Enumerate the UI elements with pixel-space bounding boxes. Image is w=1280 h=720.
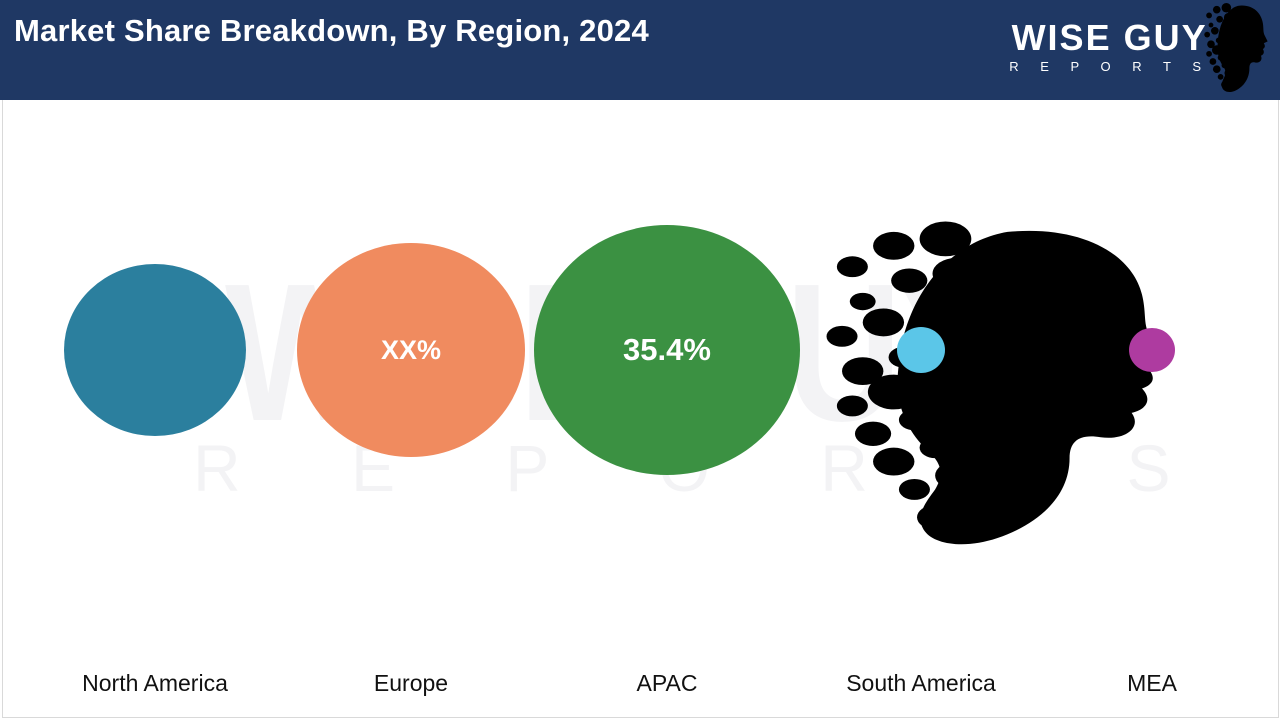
category-label-north-america: North America [82,670,228,696]
category-label-mea: MEA [1127,670,1177,696]
category-label-europe: Europe [373,670,449,696]
bubble-apac: 35.4% [534,225,800,475]
category-label-apac: APAC [636,670,698,696]
logo-wordmark-main: WISE GUY [1011,17,1208,58]
logo-wordmark-sub: R E P O R T S [1009,59,1210,74]
chart-area: WISE GUY R E P O R T S XX%35.4% North Am… [2,100,1279,718]
wiseguy-head-icon [1196,2,1274,98]
bubble-value-label: 35.4% [623,332,711,367]
bubble-north-america [64,264,246,436]
brand-logo: WISE GUY R E P O R T S [1009,0,1280,100]
page-title: Market Share Breakdown, By Region, 2024 [14,13,649,48]
watermark-head-icon [811,218,1173,566]
bubble-south-america [897,327,945,373]
bubble-europe: XX% [297,243,525,457]
category-label-south-america: South America [846,670,996,696]
bubble-mea [1129,328,1175,372]
header-bar: Market Share Breakdown, By Region, 2024 … [0,0,1280,100]
bubble-value-label: XX% [380,334,442,365]
logo-wordmark: WISE GUY R E P O R T S [1009,20,1210,76]
